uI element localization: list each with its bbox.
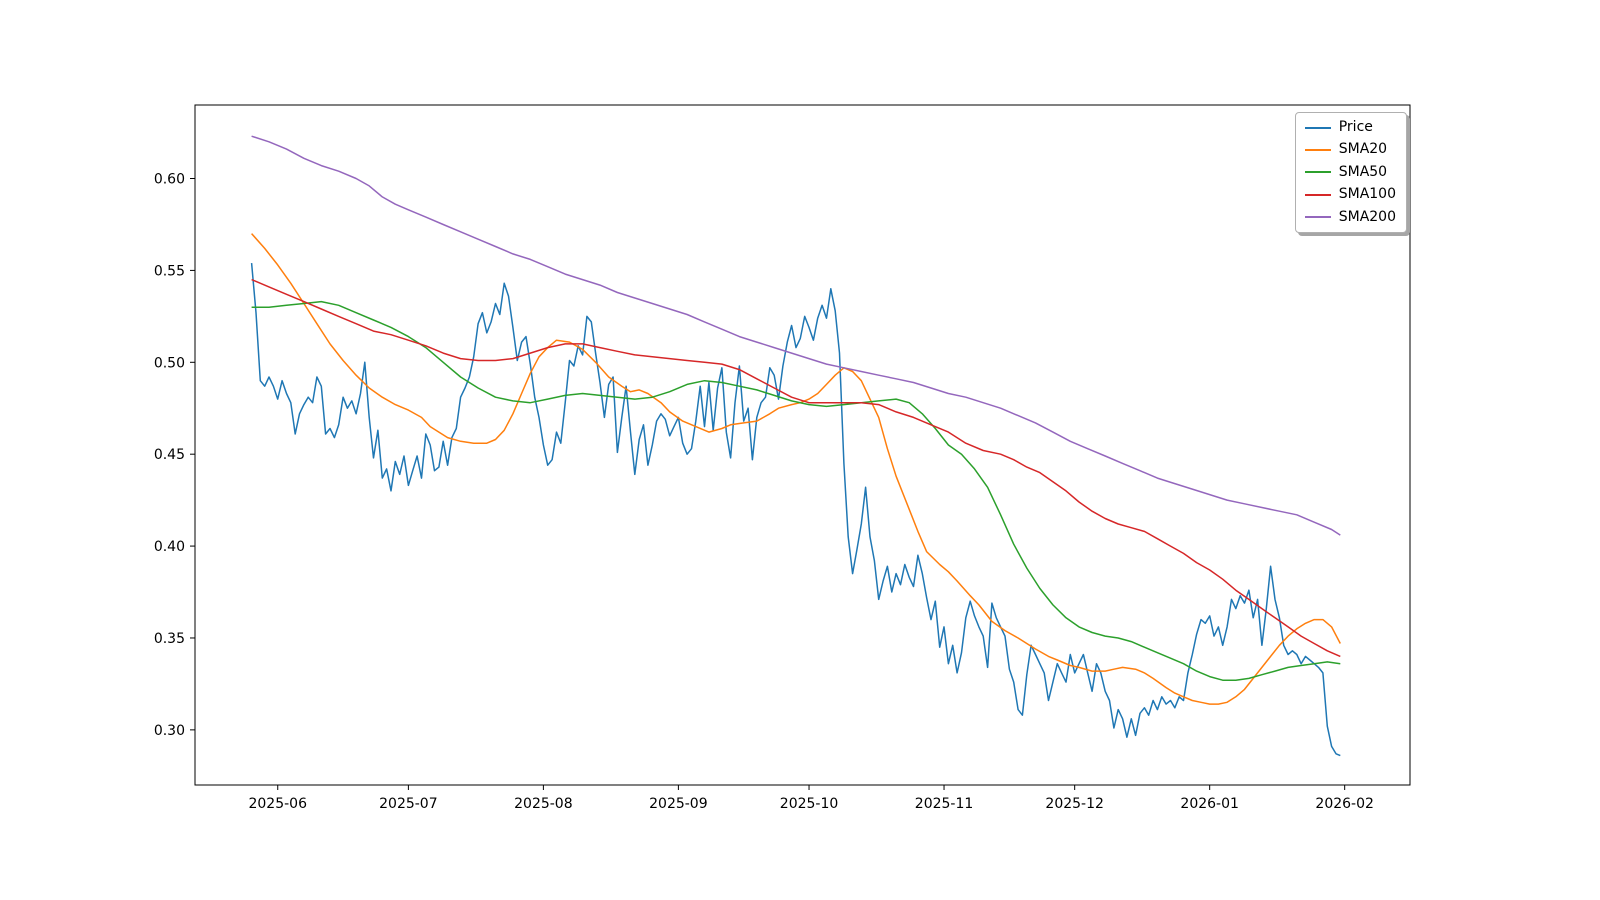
legend-item-price: Price bbox=[1304, 119, 1396, 135]
y-tick-label: 0.50 bbox=[154, 355, 185, 371]
series-line-sma200 bbox=[251, 135, 1341, 536]
x-tick-label: 2025-08 bbox=[514, 796, 573, 812]
x-tick-label: 2025-07 bbox=[379, 796, 438, 812]
y-tick-label: 0.60 bbox=[154, 172, 185, 188]
x-tick-label: 2026-02 bbox=[1315, 796, 1374, 812]
legend-line-sample-sma50 bbox=[1304, 171, 1331, 174]
legend-line-sample-sma20 bbox=[1304, 149, 1331, 152]
legend-label-sma200: SMA200 bbox=[1338, 208, 1396, 225]
x-tick-label: 2025-11 bbox=[915, 796, 974, 812]
legend-line-sample-price bbox=[1304, 126, 1331, 129]
y-tick-label: 0.55 bbox=[154, 263, 185, 279]
y-tick-label: 0.40 bbox=[154, 539, 185, 555]
y-tick-label: 0.35 bbox=[154, 631, 185, 647]
legend-label-price: Price bbox=[1338, 119, 1373, 135]
series-line-sma50 bbox=[251, 300, 1341, 681]
x-tick-label: 2025-06 bbox=[248, 796, 307, 812]
y-tick-label: 0.30 bbox=[154, 723, 185, 739]
legend-item-sma50: SMA50 bbox=[1304, 163, 1396, 180]
axis-ticks: 2025-06 2025-07 2025-08 2025-09 2025-10 2025-… bbox=[154, 172, 1374, 812]
y-tick-label: 0.45 bbox=[154, 447, 185, 463]
x-tick-label: 2025-10 bbox=[780, 796, 839, 812]
legend-label-sma100: SMA100 bbox=[1338, 186, 1396, 203]
legend-label-sma20: SMA20 bbox=[1338, 141, 1388, 158]
series-line-sma20 bbox=[251, 233, 1341, 705]
legend: Price SMA20 SMA50 SMA100 SMA200 bbox=[1294, 112, 1407, 233]
legend-item-sma20: SMA20 bbox=[1304, 141, 1396, 158]
x-tick-label: 2026-01 bbox=[1180, 796, 1239, 812]
series-line-sma100 bbox=[251, 278, 1341, 658]
x-tick-label: 2025-09 bbox=[649, 796, 708, 812]
legend-line-sample-sma200 bbox=[1304, 216, 1331, 219]
legend-item-sma200: SMA200 bbox=[1304, 208, 1396, 225]
legend-item-sma100: SMA100 bbox=[1304, 186, 1396, 203]
series-lines bbox=[250, 135, 1341, 757]
legend-label-sma50: SMA50 bbox=[1338, 163, 1388, 180]
axes-spines bbox=[194, 104, 1411, 786]
x-tick-label: 2025-12 bbox=[1045, 796, 1104, 812]
legend-line-sample-sma100 bbox=[1304, 193, 1331, 196]
series-line-price bbox=[250, 263, 1341, 757]
